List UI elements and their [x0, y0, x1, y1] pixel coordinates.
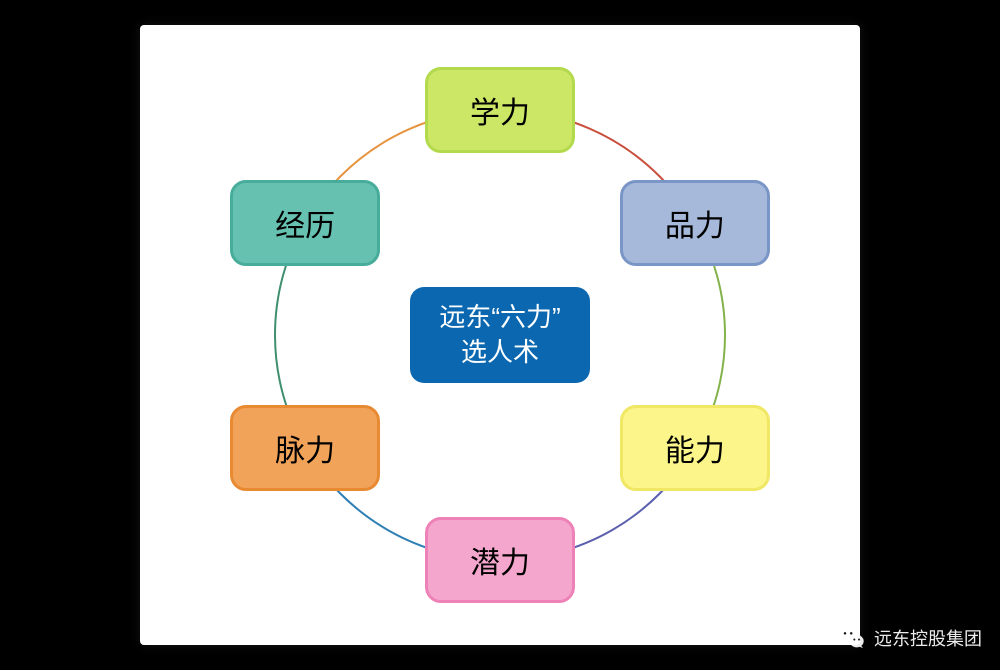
outer-node-label: 经历	[275, 201, 335, 245]
watermark-text: 远东控股集团	[874, 625, 982, 651]
outer-node: 能力	[620, 405, 770, 491]
outer-node: 经历	[230, 180, 380, 266]
outer-node-label: 潜力	[470, 538, 530, 582]
outer-node: 学力	[425, 67, 575, 153]
outer-node-label: 品力	[665, 201, 725, 245]
outer-node: 潜力	[425, 517, 575, 603]
watermark: 远东控股集团	[838, 624, 982, 652]
center-line1: 远东“六力”	[439, 300, 560, 335]
outer-node-label: 学力	[470, 88, 530, 132]
outer-node-label: 能力	[665, 426, 725, 470]
outer-node: 品力	[620, 180, 770, 266]
center-node: 远东“六力” 选人术	[410, 287, 590, 383]
center-line2: 选人术	[461, 335, 539, 370]
diagram-canvas: 远东“六力” 选人术 学力品力能力潜力 脉力 经历	[140, 25, 860, 645]
outer-node-label: 脉力	[275, 426, 335, 470]
wechat-icon	[838, 624, 866, 652]
outer-node: 脉力	[230, 405, 380, 491]
